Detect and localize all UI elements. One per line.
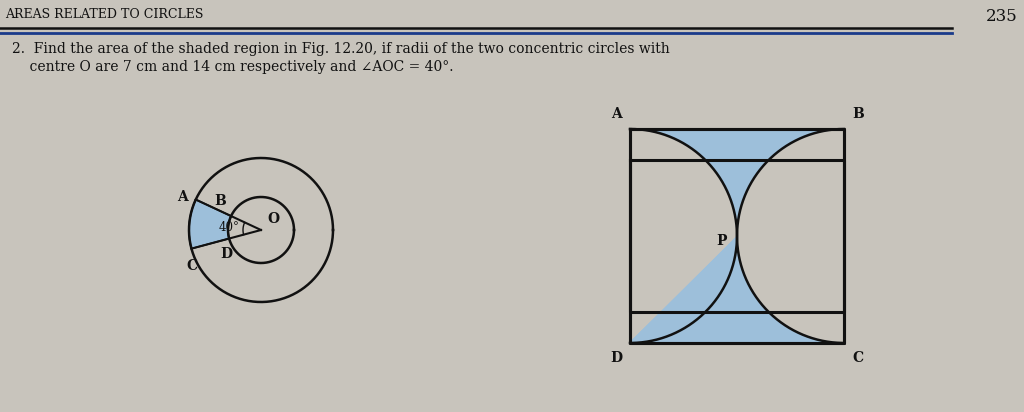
Text: A: A (177, 190, 187, 204)
Text: C: C (852, 351, 863, 365)
Text: D: D (220, 246, 232, 260)
Text: A: A (611, 107, 622, 121)
Text: AREAS RELATED TO CIRCLES: AREAS RELATED TO CIRCLES (5, 8, 204, 21)
Polygon shape (189, 199, 231, 248)
Text: centre O are 7 cm and 14 cm respectively and ∠AOC = 40°.: centre O are 7 cm and 14 cm respectively… (12, 60, 454, 74)
Text: D: D (610, 351, 622, 365)
Text: 40°: 40° (219, 221, 240, 234)
Polygon shape (630, 129, 844, 237)
Text: 235: 235 (986, 8, 1018, 25)
Text: 2.  Find the area of the shaded region in Fig. 12.20, if radii of the two concen: 2. Find the area of the shaded region in… (12, 42, 670, 56)
Text: P: P (717, 234, 727, 248)
Text: O: O (267, 212, 280, 226)
Text: C: C (186, 259, 197, 273)
Polygon shape (630, 237, 844, 343)
Text: B: B (852, 107, 864, 121)
Text: B: B (214, 194, 226, 208)
